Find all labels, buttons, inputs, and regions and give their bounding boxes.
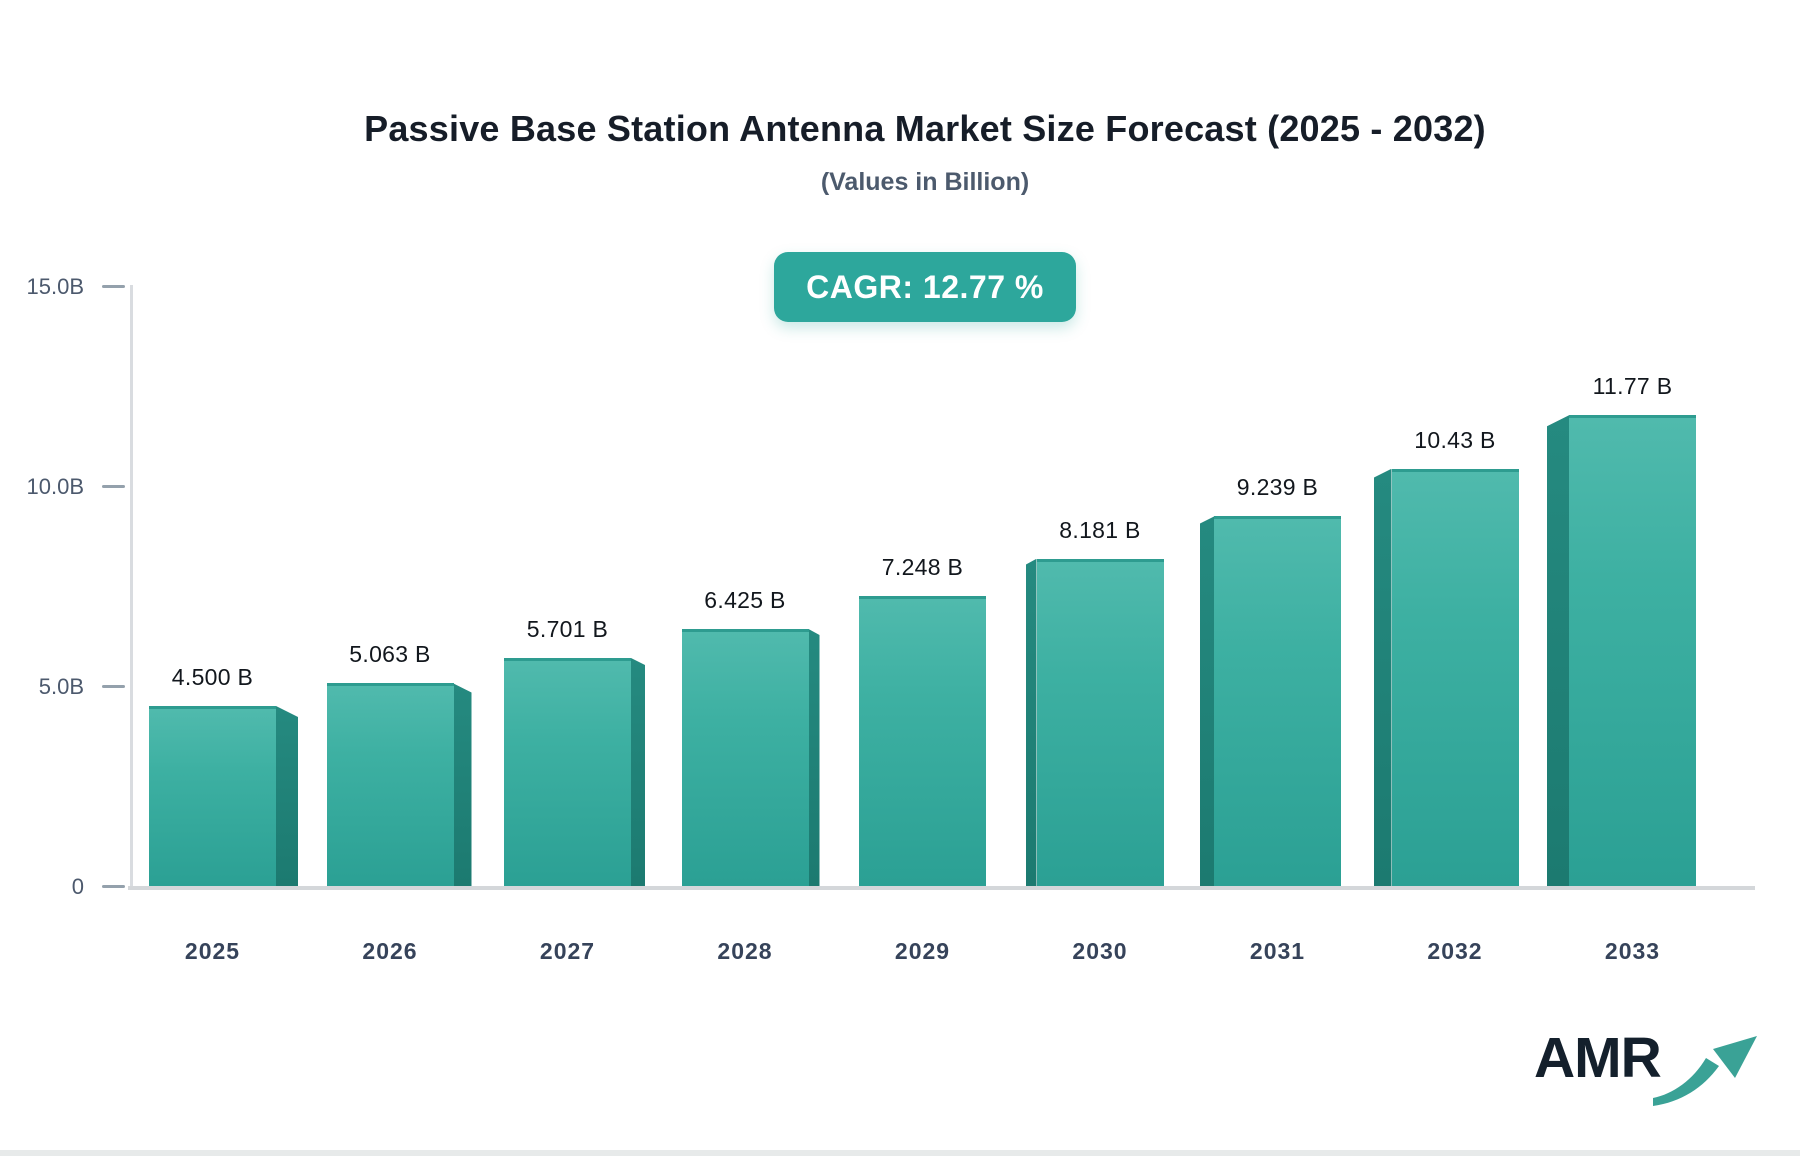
- bar-side-2033: [1547, 415, 1569, 886]
- bar-side-2025: [276, 706, 298, 886]
- x-axis-label-2026: 2026: [362, 938, 418, 964]
- y-tick-mark-5.0B: [102, 685, 125, 688]
- y-tick-label-5.0B: 5.0B: [38, 674, 84, 699]
- growth-arrow-icon: [1652, 1036, 1757, 1106]
- y-tick-mark-10.0B: [102, 485, 125, 488]
- y-tick-label-0: 0: [71, 874, 84, 899]
- x-axis-label-2028: 2028: [717, 938, 773, 964]
- bar-2030[interactable]: [1036, 558, 1164, 886]
- bar-2025[interactable]: [149, 706, 276, 886]
- amr-logo: AMR: [1534, 1028, 1763, 1112]
- x-axis-line: [128, 886, 1755, 890]
- bar-value-label-2027: 5.701 B: [526, 615, 609, 642]
- chart-subtitle: (Values in Billion): [820, 168, 1030, 196]
- chart-title: Passive Base Station Antenna Market Size…: [364, 108, 1486, 149]
- bar-side-2028: [808, 629, 820, 886]
- x-axis-label-2025: 2025: [184, 938, 241, 964]
- y-tick-mark-15.0B: [102, 285, 125, 288]
- bar-value-label-2026: 5.063 B: [349, 641, 431, 668]
- bar-side-2026: [453, 683, 472, 886]
- bar-2028[interactable]: [681, 629, 809, 886]
- cagr-badge: CAGR: 12.77 %: [774, 252, 1076, 322]
- x-axis-label-2027: 2027: [539, 938, 596, 964]
- amr-logo-text: AMR: [1534, 1026, 1662, 1090]
- bar-value-label-2028: 6.425 B: [704, 587, 786, 613]
- bar-value-label-2025: 4.500 B: [171, 664, 254, 690]
- bar-2031[interactable]: [1214, 516, 1341, 886]
- x-axis-label-2029: 2029: [894, 938, 951, 964]
- bar-2026[interactable]: [326, 683, 454, 886]
- y-tick-mark-0: [102, 885, 125, 888]
- y-tick-label-15.0B: 15.0B: [26, 274, 85, 299]
- bar-value-label-2031: 9.239 B: [1236, 474, 1319, 501]
- bar-side-2032: [1373, 468, 1392, 886]
- bar-value-label-2029: 7.248 B: [881, 554, 964, 581]
- y-tick-label-10.0B: 10.0B: [26, 474, 85, 499]
- x-axis-label-2031: 2031: [1249, 938, 1306, 964]
- bar-2029[interactable]: [859, 596, 986, 886]
- bar-side-2030: [1025, 558, 1037, 886]
- bar-2032[interactable]: [1391, 468, 1519, 886]
- bar-2027[interactable]: [504, 657, 631, 886]
- bar-value-label-2033: 11.77 B: [1592, 373, 1673, 400]
- x-axis-label-2032: 2032: [1427, 938, 1483, 964]
- x-axis-label-2033: 2033: [1604, 938, 1661, 964]
- bar-value-label-2030: 8.181 B: [1059, 516, 1141, 543]
- bar-value-label-2032: 10.43 B: [1414, 426, 1496, 453]
- bottom-edge: [0, 1150, 1800, 1156]
- bar-side-2031: [1200, 516, 1214, 886]
- x-axis-label-2030: 2030: [1072, 938, 1128, 964]
- y-axis-line: [130, 285, 133, 887]
- bar-2033[interactable]: [1569, 415, 1696, 886]
- bar-side-2027: [631, 657, 645, 886]
- cagr-badge-row: CAGR: 12.77 %: [25, 252, 1800, 322]
